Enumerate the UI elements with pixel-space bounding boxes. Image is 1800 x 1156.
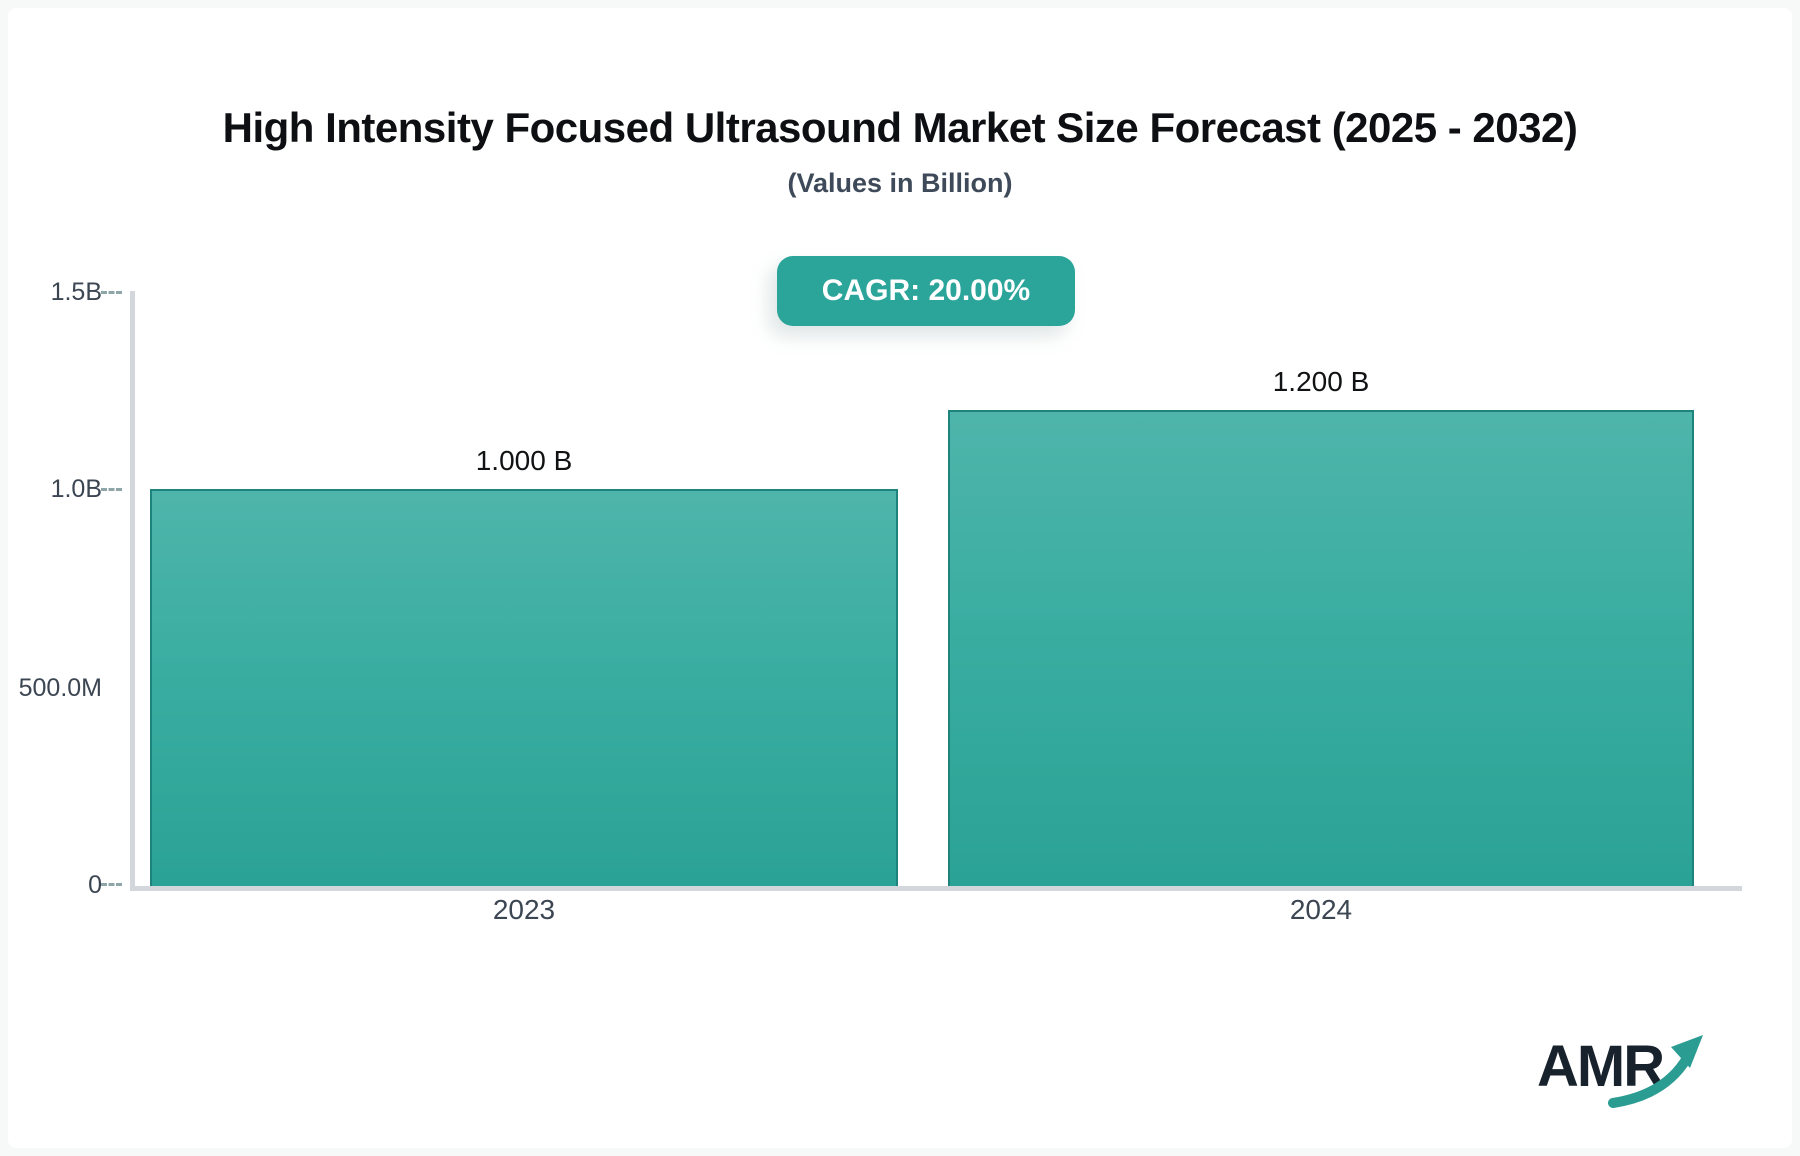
- bar-2024: [948, 410, 1694, 886]
- y-axis-label: 1.5B: [50, 278, 102, 306]
- bar-group: 1.200 B: [948, 206, 1694, 886]
- y-axis-line: [130, 291, 135, 891]
- amr-logo: AMR: [1537, 1034, 1703, 1108]
- chart-subtitle: (Values in Billion): [787, 168, 1013, 198]
- chart-card: High Intensity Focused Ultrasound Market…: [8, 8, 1792, 1148]
- amr-logo-text: AMR: [1537, 1034, 1664, 1099]
- cagr-badge-label: CAGR: 20.00%: [821, 274, 1031, 307]
- y-axis-label: 1.0B: [50, 475, 102, 503]
- bar-value-label: 1.000 B: [475, 445, 573, 476]
- y-axis-tick: [101, 488, 122, 491]
- bar-group: 1.000 B: [150, 206, 898, 886]
- y-axis-label: 0: [88, 871, 102, 899]
- bar-value-label: 1.200 B: [1272, 366, 1370, 397]
- chart-title: High Intensity Focused Ultrasound Market…: [222, 104, 1578, 151]
- y-axis-label: 500.0M: [18, 674, 102, 702]
- x-axis-label: 2024: [1289, 894, 1353, 925]
- y-axis-tick: [101, 291, 122, 294]
- growth-arrow-icon: [1608, 1035, 1703, 1108]
- x-axis-label: 2023: [492, 894, 556, 925]
- x-axis-line: [130, 886, 1742, 891]
- y-axis-tick: [101, 883, 122, 886]
- bar-2023: [150, 489, 898, 886]
- cagr-badge: CAGR: 20.00%: [777, 256, 1075, 326]
